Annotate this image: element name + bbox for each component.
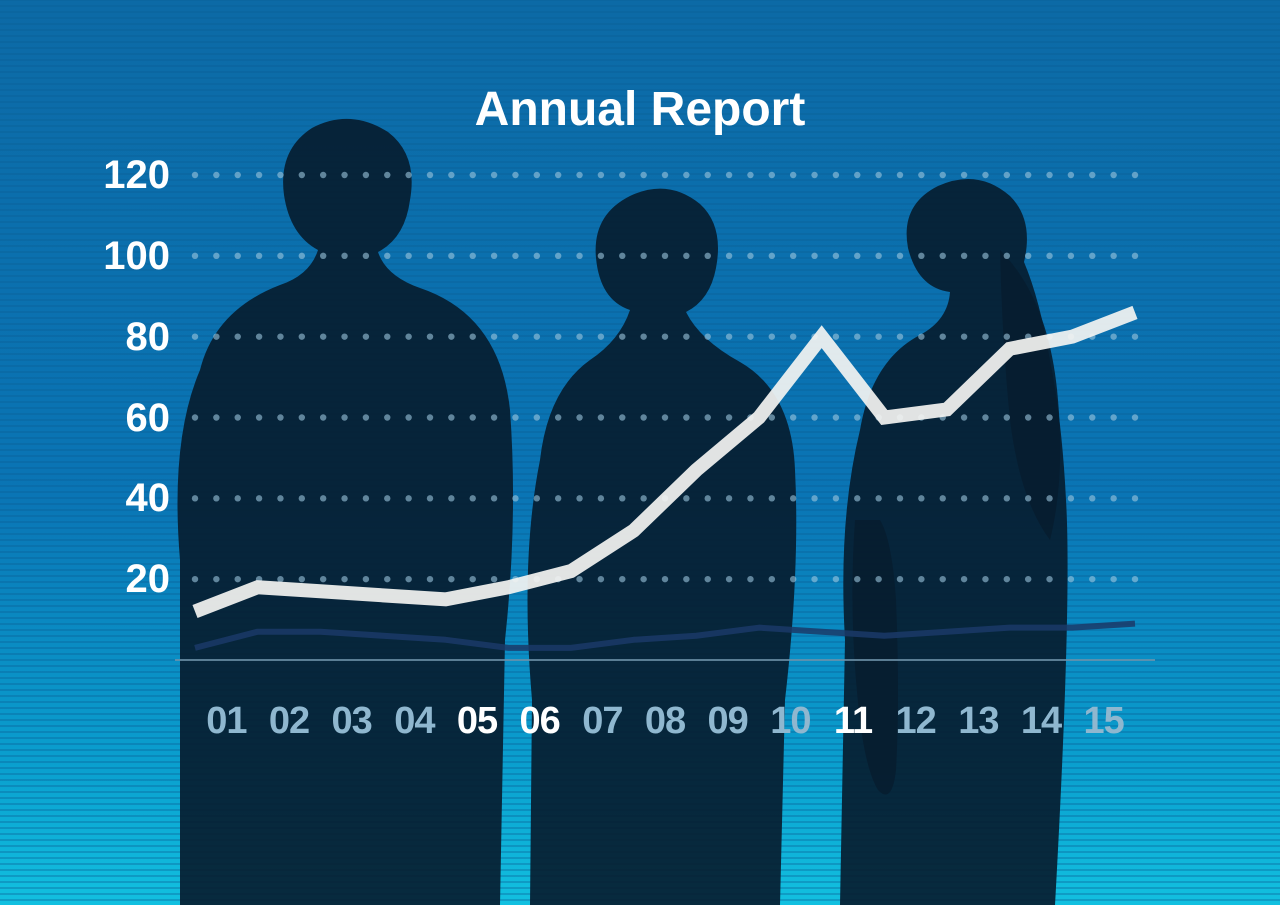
line-chart [0,0,1280,905]
y-axis-label: 80 [50,315,170,360]
x-axis-label: 14 [1007,700,1075,743]
y-axis-label: 60 [50,396,170,441]
x-axis-label: 04 [380,700,448,743]
x-axis-label: 02 [255,700,323,743]
y-axis-label: 100 [50,234,170,279]
chart-stage: Annual Report 20406080100120010203040506… [0,0,1280,905]
x-axis-label: 15 [1070,700,1138,743]
y-axis-label: 120 [50,153,170,198]
x-axis-label: 12 [882,700,950,743]
x-axis-label: 13 [944,700,1012,743]
x-axis-label: 11 [819,700,887,743]
x-axis-label: 09 [694,700,762,743]
x-axis-label: 03 [318,700,386,743]
x-axis-label: 08 [631,700,699,743]
y-axis-label: 40 [50,476,170,521]
x-axis-label: 10 [756,700,824,743]
x-axis-label: 07 [568,700,636,743]
x-axis-label: 06 [506,700,574,743]
y-axis-label: 20 [50,557,170,602]
x-axis-label: 05 [443,700,511,743]
x-axis-label: 01 [192,700,260,743]
